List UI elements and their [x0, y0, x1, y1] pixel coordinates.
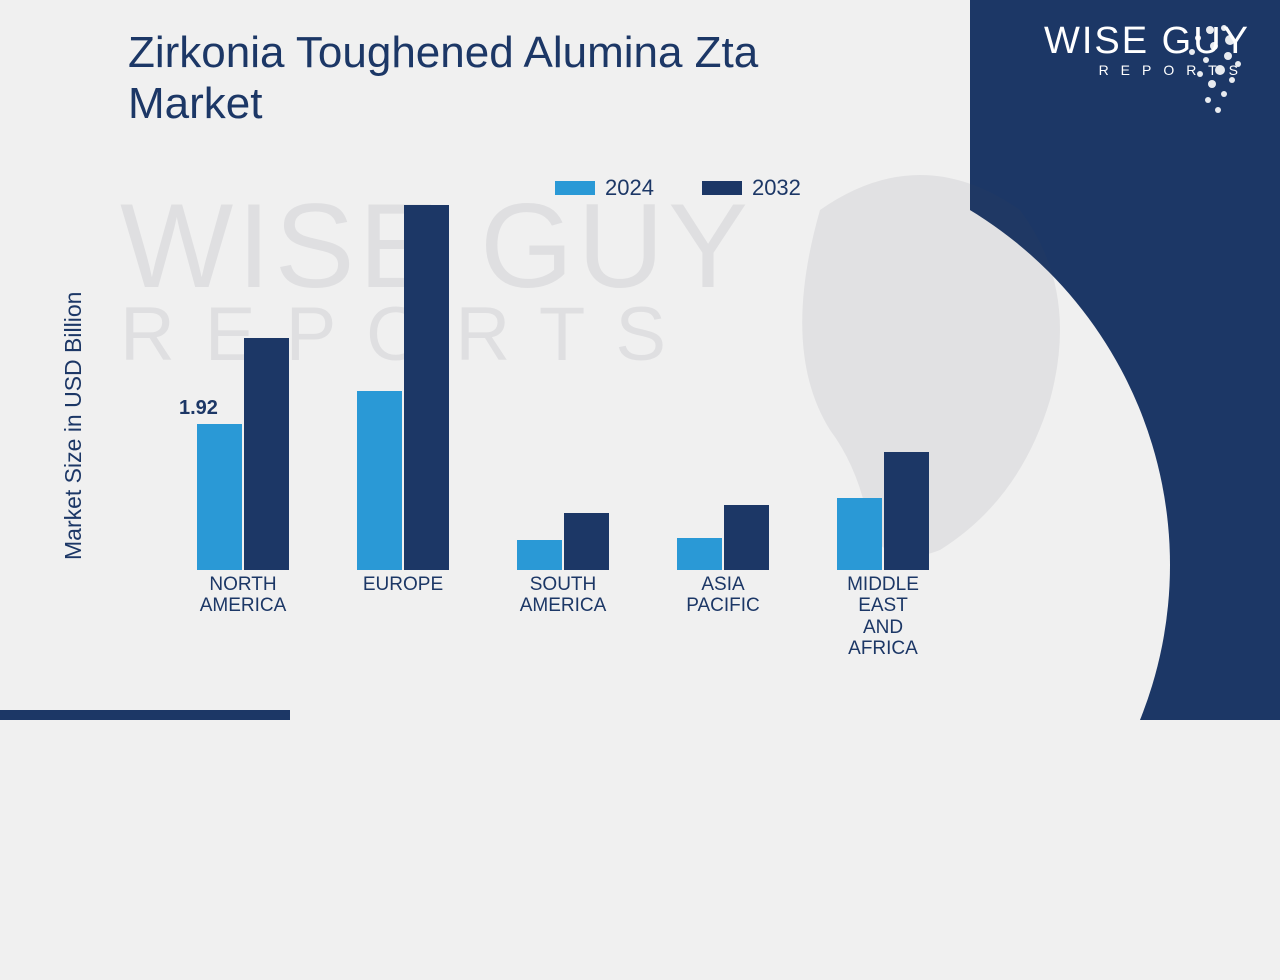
- bar: [197, 424, 242, 570]
- bar: [884, 452, 929, 570]
- bar-group: [488, 513, 638, 570]
- x-label: NORTHAMERICA: [168, 574, 318, 617]
- bar: [564, 513, 609, 570]
- bar: [244, 338, 289, 570]
- y-axis-label: Market Size in USD Billion: [60, 292, 87, 560]
- legend-label-2024: 2024: [605, 175, 654, 201]
- x-axis-labels: NORTHAMERICA EUROPE SOUTHAMERICAASIAPACIFI…: [138, 574, 940, 654]
- bar-group: [168, 338, 318, 570]
- brand-line1: WISE GUY: [1044, 22, 1250, 60]
- legend-item-2032: 2032: [702, 175, 801, 201]
- bar: [677, 538, 722, 570]
- bar: [357, 391, 402, 570]
- brand-logo: WISE GUY REPORTS: [1044, 22, 1250, 78]
- bar-group: [648, 505, 798, 570]
- legend-item-2024: 2024: [555, 175, 654, 201]
- bar-group: [808, 452, 958, 570]
- bar-chart: 1.92 NORTHAMERICA EUROPE SOUTHAMERICAASIAP…: [100, 190, 940, 655]
- x-label: SOUTHAMERICA: [488, 574, 638, 617]
- legend-label-2032: 2032: [752, 175, 801, 201]
- bar-group: [328, 205, 478, 570]
- legend-swatch-2024: [555, 181, 595, 195]
- x-label: ASIAPACIFIC: [648, 574, 798, 617]
- footer-accent-bar: [0, 710, 290, 720]
- bar: [404, 205, 449, 570]
- bar: [724, 505, 769, 570]
- chart-title: Zirkonia Toughened Alumina Zta Market: [128, 28, 828, 129]
- bar: [517, 540, 562, 570]
- x-label: EUROPE: [328, 574, 478, 595]
- value-label: 1.92: [179, 397, 218, 420]
- plot-area: 1.92: [138, 190, 940, 570]
- bar: [837, 498, 882, 570]
- x-label: MIDDLEEASTANDAFRICA: [808, 574, 958, 659]
- legend-swatch-2032: [702, 181, 742, 195]
- legend: 2024 2032: [555, 175, 801, 201]
- brand-line2: REPORTS: [1044, 62, 1250, 78]
